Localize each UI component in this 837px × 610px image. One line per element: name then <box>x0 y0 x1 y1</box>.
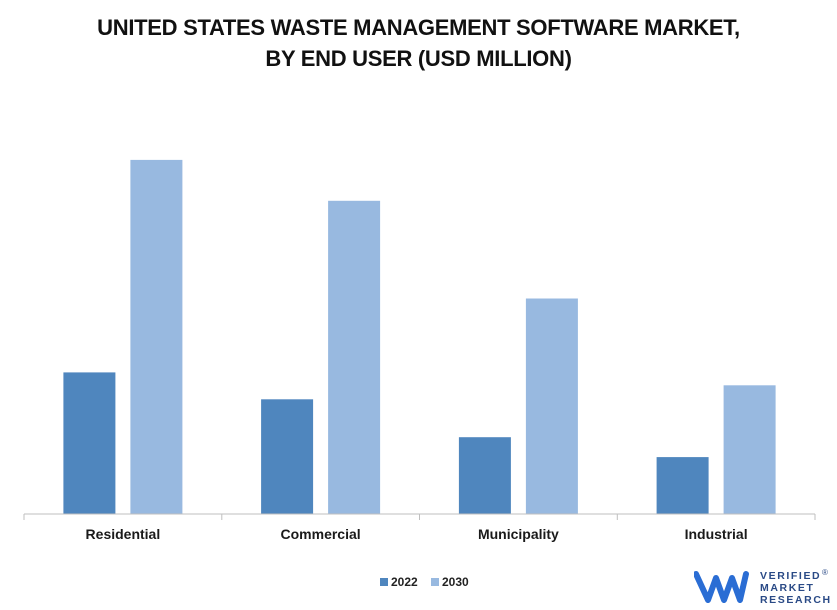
chart-title: UNITED STATES WASTE MANAGEMENT SOFTWARE … <box>0 12 837 74</box>
legend-swatch-2022 <box>380 578 388 586</box>
bar-industrial-2030 <box>723 385 776 514</box>
x-axis-ticks <box>23 514 816 520</box>
category-label-commercial: Commercial <box>281 526 361 542</box>
bar-industrial-2022 <box>656 457 709 514</box>
logo-line-verified: VERIFIED <box>760 570 821 582</box>
legend: 2022 2030 <box>380 575 469 589</box>
legend-label-2030: 2030 <box>442 575 469 589</box>
chart-title-line-2: BY END USER (USD MILLION) <box>265 46 572 71</box>
bar-commercial-2030 <box>328 200 381 515</box>
category-label-industrial: Industrial <box>685 526 748 542</box>
logo-line-market: MARKET <box>760 582 815 594</box>
category-label-municipality: Municipality <box>478 526 559 542</box>
logo-line-research: RESEARCH <box>760 594 832 606</box>
registered-mark: ® <box>822 568 828 577</box>
legend-label-2022: 2022 <box>391 575 418 589</box>
bar-residential-2030 <box>130 159 183 514</box>
category-labels: Residential Commercial Municipality Industr… <box>86 526 748 542</box>
category-label-residential: Residential <box>86 526 161 542</box>
legend-swatch-2030 <box>431 578 439 586</box>
bar-commercial-2022 <box>261 399 314 514</box>
bar-municipality-2022 <box>458 437 511 514</box>
logo-mark-icon <box>694 571 749 603</box>
bar-municipality-2030 <box>525 298 578 514</box>
verified-market-research-logo: VERIFIED MARKET RESEARCH ® <box>694 568 832 606</box>
bar-residential-2022 <box>63 372 116 514</box>
chart-title-line-1: UNITED STATES WASTE MANAGEMENT SOFTWARE … <box>97 15 740 40</box>
bars-group <box>63 159 776 515</box>
